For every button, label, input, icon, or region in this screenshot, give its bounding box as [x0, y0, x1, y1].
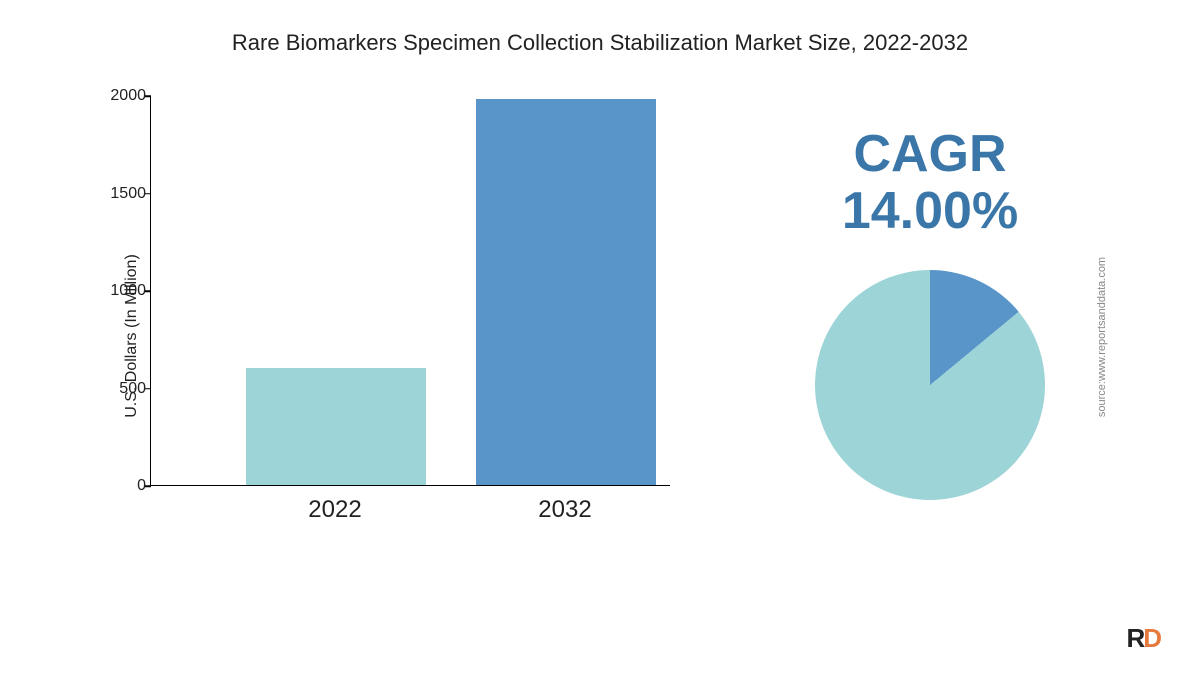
logo: RD	[1126, 623, 1160, 654]
bar-chart: U.S. Dollars (In Million) 05001000150020…	[80, 86, 700, 586]
chart-title: Rare Biomarkers Specimen Collection Stab…	[40, 30, 1160, 56]
pie-chart	[815, 270, 1045, 500]
cagr-panel: CAGR 14.00%	[740, 86, 1120, 500]
y-tick-mark	[145, 388, 151, 390]
bar	[246, 368, 426, 485]
bar	[476, 99, 656, 485]
y-tick-label: 500	[96, 380, 146, 398]
y-tick-mark	[145, 485, 151, 487]
y-tick-label: 0	[96, 477, 146, 495]
y-tick-label: 1500	[96, 185, 146, 203]
cagr-text: CAGR 14.00%	[842, 126, 1018, 240]
logo-d: D	[1143, 623, 1160, 653]
x-axis-label: 2022	[308, 496, 361, 524]
logo-r: R	[1126, 623, 1143, 653]
source-text: source:www.reportsanddata.com	[1096, 257, 1108, 417]
y-tick-mark	[145, 193, 151, 195]
cagr-value: 14.00%	[842, 183, 1018, 240]
content-row: U.S. Dollars (In Million) 05001000150020…	[40, 86, 1160, 586]
y-tick-label: 2000	[96, 87, 146, 105]
x-axis-label: 2032	[538, 496, 591, 524]
y-tick-label: 1000	[96, 282, 146, 300]
y-tick-mark	[145, 95, 151, 97]
y-tick-mark	[145, 290, 151, 292]
plot-area: 0500100015002000	[150, 96, 670, 486]
cagr-label: CAGR	[842, 126, 1018, 183]
